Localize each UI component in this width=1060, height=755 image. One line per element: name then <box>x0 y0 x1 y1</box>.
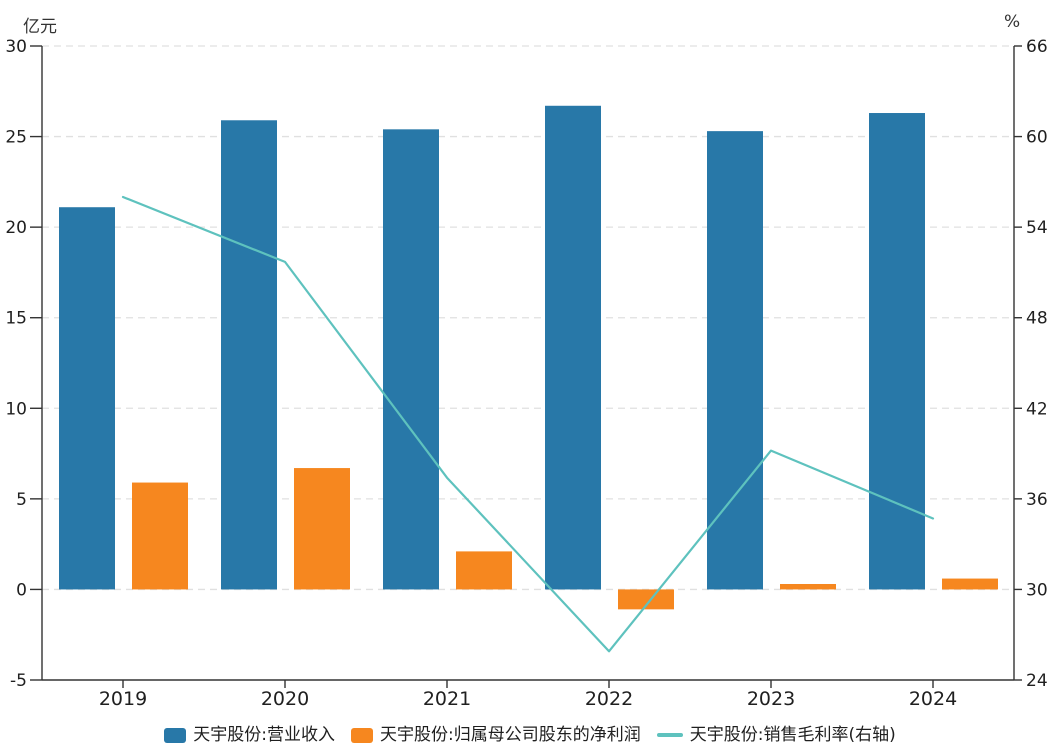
revenue-legend-swatch-icon <box>164 727 187 743</box>
x-axis-tick-label: 2024 <box>909 688 957 710</box>
left-axis-unit-label: 亿元 <box>23 17 57 37</box>
right-axis-tick-label: 48 <box>1026 309 1048 329</box>
x-axis-tick-label: 2019 <box>99 688 147 710</box>
gross-margin-legend-swatch-icon <box>656 733 683 738</box>
left-axis-tick-label: 5 <box>16 490 27 510</box>
net-profit-legend-label: 天宇股份:归属母公司股东的净利润 <box>380 725 641 745</box>
revenue-bar-2021 <box>383 129 439 590</box>
revenue-bar-2023 <box>707 131 763 590</box>
left-axis-tick-label: 10 <box>5 399 27 419</box>
net-profit-bar-2021 <box>456 551 512 590</box>
net-profit-legend-swatch-icon <box>351 727 373 743</box>
net-profit-bar-2020 <box>294 468 350 590</box>
revenue-legend-label: 天宇股份:营业收入 <box>193 725 335 745</box>
right-axis-tick-label: 60 <box>1026 128 1048 148</box>
legend-item-revenue: 天宇股份:营业收入 <box>164 725 335 745</box>
net-profit-bar-2024 <box>942 578 998 590</box>
right-axis-tick-label: 54 <box>1026 218 1048 238</box>
revenue-bar-2024 <box>869 113 925 590</box>
gross-margin-line <box>121 195 935 653</box>
net-profit-bar-2023 <box>780 583 836 590</box>
axes <box>30 45 1022 688</box>
gross-margin-legend-label: 天宇股份:销售毛利率(右轴) <box>689 725 896 745</box>
revenue-bar-2022 <box>545 105 601 590</box>
x-axis-tick-label: 2021 <box>423 688 471 710</box>
left-axis-tick-label: 30 <box>5 37 27 57</box>
x-axis-tick-label: 2023 <box>747 688 795 710</box>
right-axis-unit-label: % <box>1004 12 1021 32</box>
left-axis-tick-label: 15 <box>5 309 27 329</box>
axis-labels: 30 25 20 15 10 5 0 -5 66 60 54 48 42 36 30 24 2019 2020 20… <box>5 37 1047 710</box>
right-axis-tick-label: 30 <box>1026 580 1048 600</box>
left-axis-tick-label: 0 <box>16 580 27 600</box>
left-axis-tick-label: 20 <box>5 218 27 238</box>
revenue-bar-2019 <box>59 207 115 590</box>
right-axis-tick-label: 24 <box>1026 671 1048 691</box>
x-axis-tick-label: 2022 <box>585 688 633 710</box>
net-profit-bars <box>132 468 998 610</box>
x-axis-tick-label: 2020 <box>261 688 309 710</box>
legend: 天宇股份:营业收入 天宇股份:归属母公司股东的净利润 天宇股份:销售毛利率(右轴… <box>0 725 1060 745</box>
left-axis-tick-label: 25 <box>5 128 27 148</box>
net-profit-bar-2022 <box>618 589 674 610</box>
revenue-bar-2020 <box>221 120 277 590</box>
gridlines <box>42 45 1014 591</box>
legend-item-net-profit: 天宇股份:归属母公司股东的净利润 <box>351 725 641 745</box>
revenue-bars <box>59 105 925 590</box>
legend-item-gross-margin: 天宇股份:销售毛利率(右轴) <box>656 725 896 745</box>
right-axis-tick-label: 36 <box>1026 490 1048 510</box>
right-axis-tick-label: 42 <box>1026 399 1048 419</box>
net-profit-bar-2019 <box>132 482 188 590</box>
left-axis-tick-label: -5 <box>10 671 27 691</box>
right-axis-tick-label: 66 <box>1026 37 1048 57</box>
